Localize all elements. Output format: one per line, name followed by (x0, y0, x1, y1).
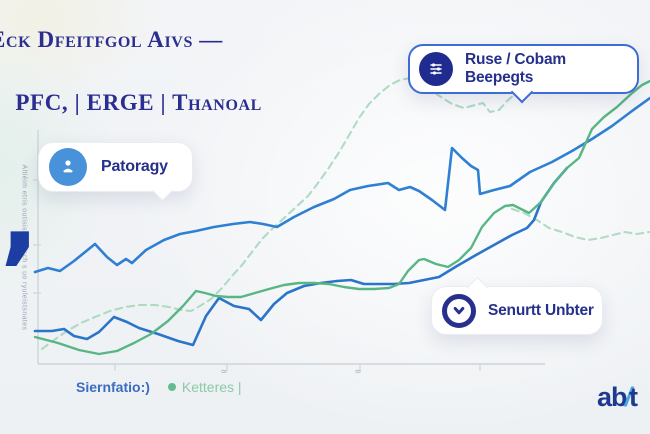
chevron-down-icon (442, 293, 476, 328)
logo-ab: ab (597, 382, 627, 412)
callout-patoragy-label: Patoragy (101, 158, 168, 175)
logo-slash: / (624, 382, 632, 412)
series-green-solid (33, 79, 650, 356)
person-icon (49, 148, 87, 186)
legend-item-ketteres[interactable]: Ketteres | (167, 379, 242, 395)
legend-label: Ketteres | (181, 379, 242, 395)
legend-label: Siernfatio:) (76, 379, 150, 395)
x-tick-label-1: 8 (219, 369, 227, 374)
table-icon (419, 52, 453, 86)
legend-dot (167, 383, 176, 391)
brand-logo: ab/t (597, 382, 638, 413)
callout-ruse-label: Ruse / Cobam Beepegts (465, 51, 566, 86)
callout-patoragy[interactable]: Patoragy (38, 142, 193, 202)
series-blue-upper (33, 96, 650, 274)
quote-comma-decoration: , (0, 154, 40, 276)
series-dashed-trend-main (40, 76, 516, 351)
callout-senurtt[interactable]: Senurtt Unbter (431, 276, 603, 335)
x-tick-label-2: 8 (353, 369, 361, 374)
title-line1: Eck Dfeitfgol Aivs — (0, 27, 223, 52)
title-line2: PFC, | ERGE | Thanoal (15, 90, 262, 116)
series-blue-lower (33, 166, 569, 347)
legend-item-siernfatio[interactable]: Siernfatio:) (76, 379, 150, 395)
page-title: Eck Dfeitfgol Aivs — PFC, | ERGE | Thano… (0, 24, 262, 119)
chart-legend: Siernfatio:) Ketteres | (76, 379, 242, 395)
callout-ruse-cobam[interactable]: Ruse / Cobam Beepegts (408, 44, 639, 104)
callout-senurtt-label: Senurtt Unbter (488, 301, 594, 319)
series-dashed-trend-tail (510, 207, 650, 242)
logo-t: t (629, 382, 638, 412)
